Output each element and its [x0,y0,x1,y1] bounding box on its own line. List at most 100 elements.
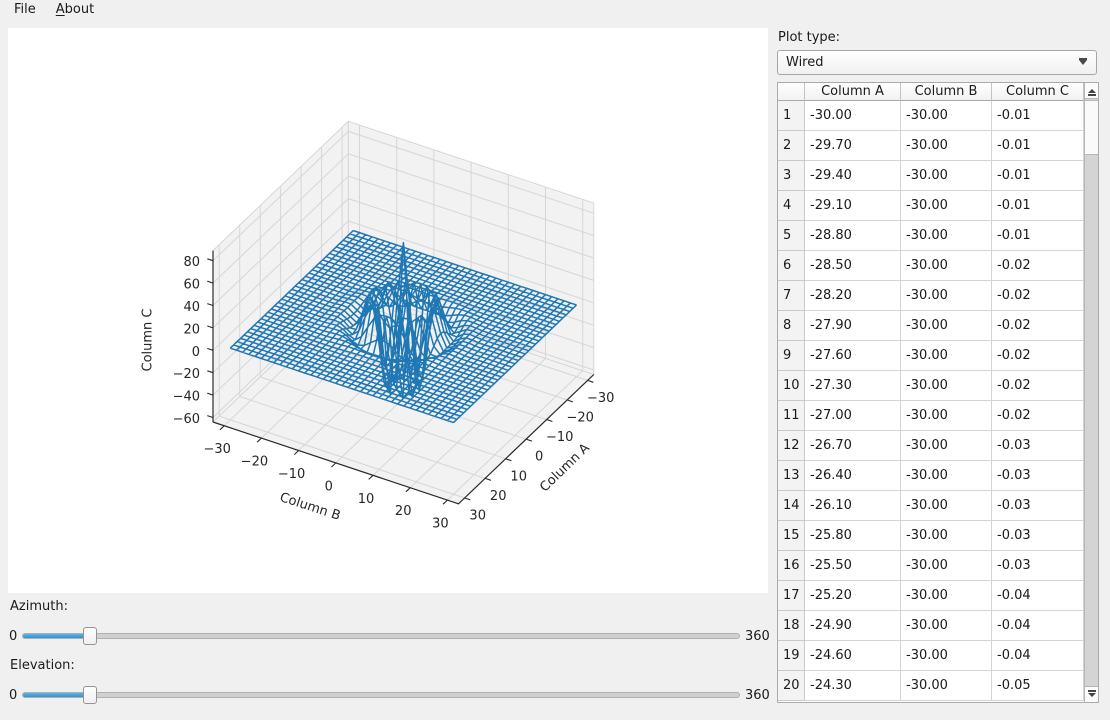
table-cell[interactable]: -30.00 [901,611,992,641]
row-number-cell[interactable]: 1 [778,101,805,131]
row-number-cell[interactable]: 5 [778,221,805,251]
table-cell[interactable]: -30.00 [901,221,992,251]
table-cell[interactable]: -26.40 [805,461,901,491]
row-number-cell[interactable]: 19 [778,641,805,671]
row-number-cell[interactable]: 15 [778,521,805,551]
elevation-slider-handle[interactable] [83,686,97,704]
table-row: 20 -24.30 -30.00 -0.05 [778,671,1084,701]
table-cell[interactable]: -30.00 [805,101,901,131]
table-cell[interactable]: -28.20 [805,281,901,311]
table-cell[interactable]: -25.50 [805,551,901,581]
row-number-cell[interactable]: 4 [778,191,805,221]
azimuth-slider-groove[interactable] [22,633,740,639]
table-cell[interactable]: -0.02 [992,251,1084,281]
table-cell[interactable]: -28.50 [805,251,901,281]
table-cell[interactable]: -0.02 [992,401,1084,431]
table-cell[interactable]: -30.00 [901,311,992,341]
table-cell[interactable]: -29.70 [805,131,901,161]
table-cell[interactable]: -30.00 [901,581,992,611]
table-cell[interactable]: -26.10 [805,491,901,521]
table-cell[interactable]: -0.04 [992,611,1084,641]
table-cell[interactable]: -0.04 [992,641,1084,671]
table-cell[interactable]: -27.00 [805,401,901,431]
menu-item-file[interactable]: File [14,2,36,17]
table-cell[interactable]: -30.00 [901,521,992,551]
table-scrollbar[interactable] [1084,83,1098,702]
row-number-cell[interactable]: 12 [778,431,805,461]
table-cell[interactable]: -30.00 [901,641,992,671]
row-number-cell[interactable]: 9 [778,341,805,371]
table-cell[interactable]: -0.02 [992,311,1084,341]
column-header-column-c[interactable]: Column C [992,83,1084,101]
table-cell[interactable]: -29.40 [805,161,901,191]
table-cell[interactable]: -30.00 [901,251,992,281]
table-cell[interactable]: -25.20 [805,581,901,611]
row-number-cell[interactable]: 8 [778,311,805,341]
elevation-slider[interactable] [22,686,740,704]
table-cell[interactable]: -26.70 [805,431,901,461]
table-cell[interactable]: -30.00 [901,191,992,221]
azimuth-slider-handle[interactable] [83,627,97,645]
row-number-cell[interactable]: 16 [778,551,805,581]
y-tick-label: 20 [490,489,507,504]
table-cell[interactable]: -30.00 [901,341,992,371]
row-number-cell[interactable]: 2 [778,131,805,161]
table-cell[interactable]: -27.90 [805,311,901,341]
table-cell[interactable]: -0.03 [992,521,1084,551]
menu-item-about[interactable]: About [55,2,95,17]
corner-header-cell[interactable] [778,83,805,101]
table-cell[interactable]: -30.00 [901,101,992,131]
table-cell[interactable]: -0.03 [992,461,1084,491]
table-cell[interactable]: -0.02 [992,371,1084,401]
table-cell[interactable]: -30.00 [901,461,992,491]
column-header-column-b[interactable]: Column B [901,83,992,101]
table-cell[interactable]: -0.02 [992,281,1084,311]
table-cell[interactable]: -0.02 [992,341,1084,371]
azimuth-slider[interactable] [22,627,740,645]
table-cell[interactable]: -30.00 [901,371,992,401]
table-cell[interactable]: -30.00 [901,671,992,701]
row-number-cell[interactable]: 6 [778,251,805,281]
table-cell[interactable]: -30.00 [901,161,992,191]
table-cell[interactable]: -0.01 [992,131,1084,161]
column-header-column-a[interactable]: Column A [805,83,901,101]
table-cell[interactable]: -30.00 [901,281,992,311]
table-cell[interactable]: -0.01 [992,191,1084,221]
table-cell[interactable]: -0.05 [992,671,1084,701]
scroll-up-button[interactable] [1085,83,1098,99]
elevation-slider-groove[interactable] [22,692,740,698]
table-cell[interactable]: -30.00 [901,401,992,431]
table-cell[interactable]: -25.80 [805,521,901,551]
scrollbar-thumb[interactable] [1085,100,1098,155]
table-cell[interactable]: -24.90 [805,611,901,641]
row-number-cell[interactable]: 13 [778,461,805,491]
row-number-cell[interactable]: 20 [778,671,805,701]
row-number-cell[interactable]: 18 [778,611,805,641]
row-number-cell[interactable]: 10 [778,371,805,401]
table-cell[interactable]: -24.60 [805,641,901,671]
plot-canvas[interactable]: −30 −20 −10 0 10 20 30 −30 −20 −10 0 10 20 30 −60 −40 −2… [8,28,768,593]
row-number-cell[interactable]: 7 [778,281,805,311]
table-cell[interactable]: -28.80 [805,221,901,251]
row-number-cell[interactable]: 17 [778,581,805,611]
table-cell[interactable]: -0.03 [992,491,1084,521]
plot-type-combobox[interactable]: Wired [777,50,1097,75]
table-cell[interactable]: -0.01 [992,101,1084,131]
row-number-cell[interactable]: 14 [778,491,805,521]
table-cell[interactable]: -27.60 [805,341,901,371]
table-cell[interactable]: -30.00 [901,131,992,161]
table-cell[interactable]: -24.30 [805,671,901,701]
table-cell[interactable]: -30.00 [901,491,992,521]
table-cell[interactable]: -0.03 [992,551,1084,581]
table-cell[interactable]: -30.00 [901,551,992,581]
table-cell[interactable]: -0.04 [992,581,1084,611]
table-cell[interactable]: -29.10 [805,191,901,221]
row-number-cell[interactable]: 11 [778,401,805,431]
table-cell[interactable]: -0.03 [992,431,1084,461]
row-number-cell[interactable]: 3 [778,161,805,191]
table-cell[interactable]: -30.00 [901,431,992,461]
table-cell[interactable]: -0.01 [992,221,1084,251]
table-cell[interactable]: -27.30 [805,371,901,401]
scroll-down-button[interactable] [1085,686,1098,702]
table-cell[interactable]: -0.01 [992,161,1084,191]
